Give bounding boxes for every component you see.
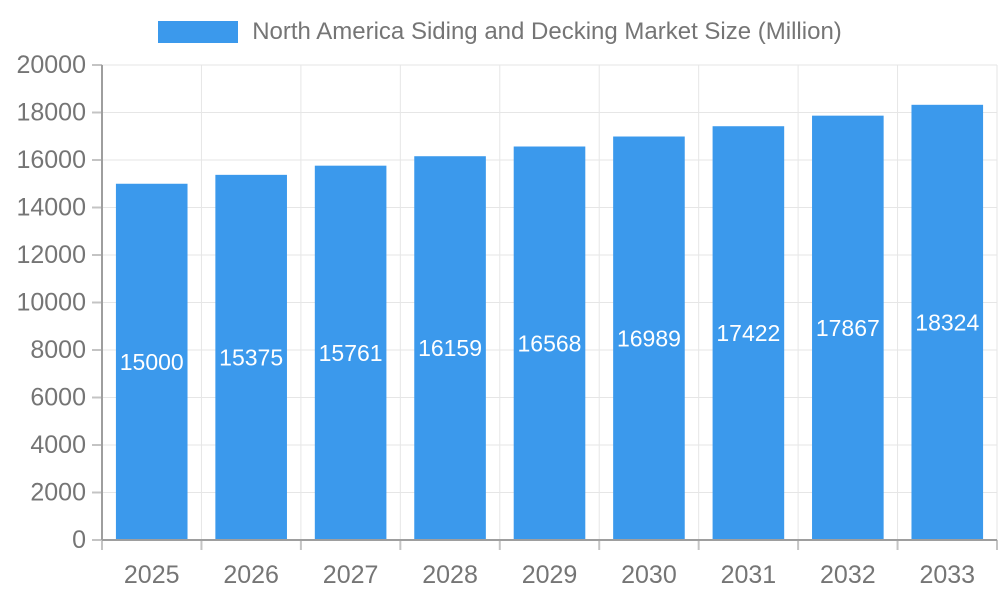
- x-tick-label: 2030: [621, 561, 677, 589]
- y-tick-label: 20000: [16, 51, 86, 79]
- x-tick-label: 2028: [422, 561, 478, 589]
- x-tick-label: 2027: [323, 561, 379, 589]
- bar-2030[interactable]: [613, 136, 685, 541]
- legend[interactable]: North America Siding and Decking Market …: [0, 18, 1000, 46]
- bar-2032[interactable]: [812, 115, 884, 540]
- bar-value-label: 16159: [418, 335, 482, 361]
- bar-2029[interactable]: [513, 146, 586, 540]
- x-tick-label: 2025: [124, 561, 180, 589]
- bar-value-label: 16989: [617, 325, 681, 351]
- x-tick-label: 2033: [919, 561, 975, 589]
- bar-value-label: 17867: [816, 315, 880, 341]
- bar-2033[interactable]: [911, 104, 984, 541]
- bar-value-label: 15375: [219, 344, 283, 370]
- x-tick-label: 2032: [820, 561, 876, 589]
- bar-value-label: 15761: [319, 340, 383, 366]
- y-tick-label: 10000: [16, 289, 86, 317]
- y-tick-label: 0: [72, 526, 86, 554]
- x-tick-label: 2026: [223, 561, 279, 589]
- y-tick-label: 6000: [30, 384, 86, 412]
- y-tick-label: 14000: [16, 194, 86, 222]
- bar-2027[interactable]: [314, 165, 387, 540]
- bar-value-label: 15000: [120, 349, 184, 375]
- y-tick-label: 4000: [30, 431, 86, 459]
- legend-swatch: [158, 21, 239, 43]
- x-tick-label: 2031: [721, 561, 777, 589]
- bar-2026[interactable]: [215, 174, 287, 540]
- y-tick-label: 8000: [30, 336, 86, 364]
- y-tick-label: 2000: [30, 479, 86, 507]
- bar-2028[interactable]: [414, 156, 486, 540]
- legend-label: North America Siding and Decking Market …: [252, 18, 842, 45]
- bar-value-label: 18324: [915, 309, 979, 335]
- bar-2025[interactable]: [115, 183, 188, 540]
- x-tick-label: 2029: [522, 561, 578, 589]
- bar-value-label: 16568: [518, 330, 582, 356]
- y-tick-label: 16000: [16, 146, 86, 174]
- y-tick-label: 18000: [16, 99, 86, 127]
- y-tick-label: 12000: [16, 241, 86, 269]
- bar-2031[interactable]: [712, 126, 785, 540]
- bar-value-label: 17422: [716, 320, 780, 346]
